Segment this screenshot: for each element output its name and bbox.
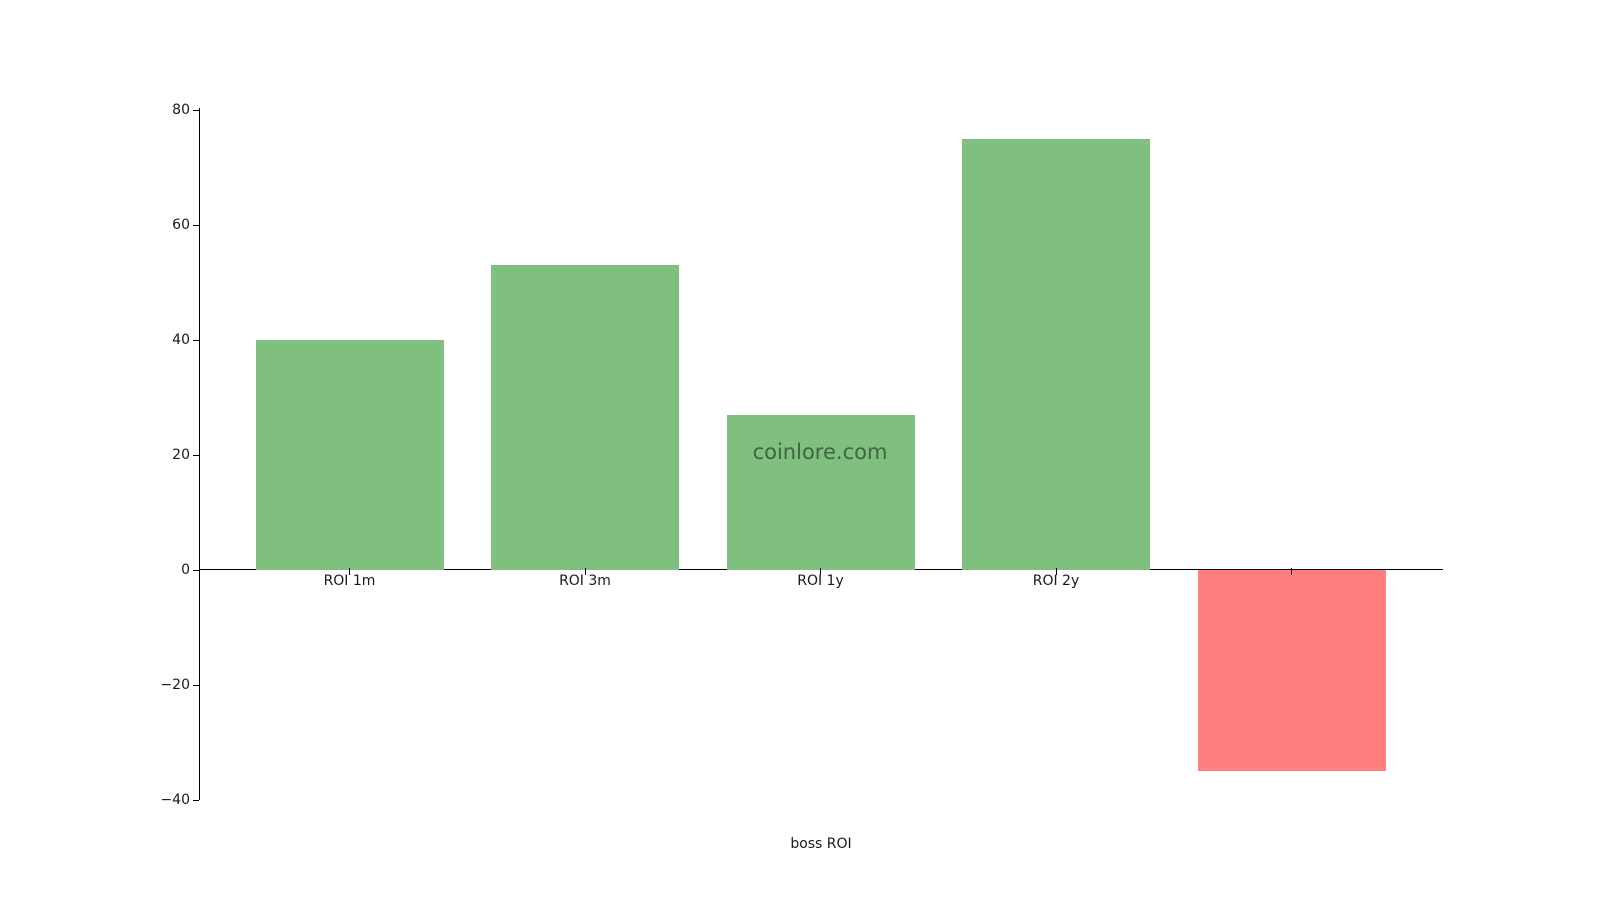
x-axis-title: boss ROI [790, 836, 852, 852]
bar-roi-2y [962, 138, 1150, 570]
y-tick [193, 339, 199, 341]
y-tick [193, 569, 199, 571]
y-tick [193, 799, 199, 801]
y-tick-label: 40 [172, 332, 190, 348]
x-tick-label: ROI 1y [797, 573, 844, 589]
bar-roi-3m [491, 265, 679, 570]
bar-roi-1m [255, 340, 444, 570]
x-tick [584, 568, 586, 575]
y-tick-label: −40 [160, 792, 190, 808]
x-tick [820, 568, 821, 575]
x-tick-label: ROI 1m [323, 573, 376, 589]
y-tick-label: 80 [172, 102, 190, 118]
y-tick-label: 0 [181, 562, 190, 578]
y-tick-label: −20 [160, 677, 190, 693]
bar-unlabeled-5 [1197, 570, 1386, 772]
watermark: coinlore.com [752, 440, 888, 464]
y-axis-line [199, 108, 200, 800]
y-tick [193, 109, 199, 111]
y-tick-label: 20 [172, 447, 190, 463]
y-tick [193, 454, 199, 456]
x-tick [1291, 568, 1292, 575]
x-tick-label: ROI 2y [1032, 573, 1080, 589]
y-tick-label: 60 [172, 217, 190, 233]
y-tick [193, 684, 199, 686]
x-tick [349, 568, 350, 575]
y-tick [193, 224, 199, 226]
x-tick-label: ROI 3m [559, 573, 611, 589]
bar-roi-1y [726, 414, 915, 570]
x-tick [1055, 568, 1057, 575]
